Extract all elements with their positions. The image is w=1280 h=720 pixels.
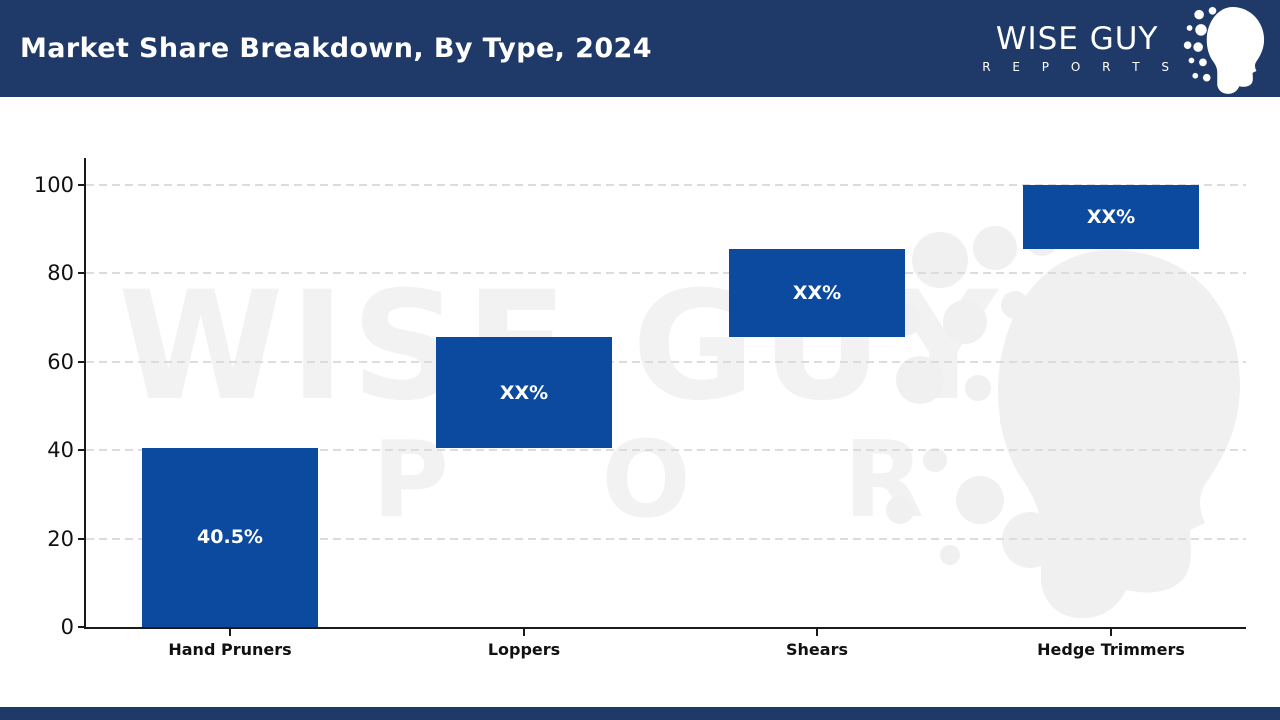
y-axis-tick-label: 60 — [47, 349, 74, 374]
bar-value-label: XX% — [792, 282, 842, 305]
y-axis-tick-label: 40 — [47, 438, 74, 463]
bar-hand-pruners — [142, 447, 318, 627]
brand-logo-text: WISE GUY R E P O R T S — [976, 20, 1178, 74]
watermark-face — [886, 224, 1240, 619]
bar-value-label: XX% — [499, 381, 549, 404]
header-band: Market Share Breakdown, By Type, 2024 WI… — [0, 0, 1280, 97]
x-axis-tick — [523, 629, 525, 636]
gridline — [86, 184, 1246, 186]
gridline — [86, 360, 1246, 363]
x-axis-category-label: Loppers — [487, 640, 561, 659]
x-axis-tick — [229, 629, 231, 636]
x-axis-tick — [1110, 629, 1112, 636]
y-axis-tick — [78, 449, 86, 452]
y-axis-tick — [78, 626, 86, 628]
x-axis-category-label: Hand Pruners — [168, 640, 292, 659]
gridline — [86, 537, 1246, 540]
brand-logo: WISE GUY R E P O R T S — [976, 3, 1280, 95]
brand-name: WISE GUY — [995, 20, 1159, 57]
y-axis-tick-label: 0 — [60, 615, 74, 639]
bar-shears — [729, 249, 905, 338]
bar-loppers — [436, 337, 612, 448]
x-axis-category-label: Hedge Trimmers — [1037, 640, 1185, 659]
brand-subtitle: R E P O R T S — [982, 59, 1178, 74]
bar-hedge-trimmers — [1023, 185, 1199, 250]
x-axis-tick — [816, 629, 818, 636]
gridline — [86, 272, 1246, 275]
y-axis-tick — [78, 360, 86, 363]
y-axis-tick-label: 100 — [33, 173, 74, 197]
y-axis-tick — [78, 184, 86, 186]
bar-value-label: XX% — [1086, 206, 1136, 229]
y-axis-tick — [78, 537, 86, 540]
footer-band — [0, 707, 1280, 720]
y-axis-line — [84, 158, 86, 629]
brand-face-icon — [1183, 6, 1265, 94]
x-axis-line — [84, 627, 1246, 629]
bar-value-label: 40.5% — [197, 526, 263, 549]
x-axis-category-label: Shears — [786, 640, 848, 659]
y-axis-tick-label: 20 — [47, 526, 74, 551]
gridline — [86, 449, 1246, 452]
y-axis-tick-label: 80 — [47, 261, 74, 286]
y-axis-tick — [78, 272, 86, 275]
chart-title: Market Share Breakdown, By Type, 2024 — [20, 33, 652, 64]
